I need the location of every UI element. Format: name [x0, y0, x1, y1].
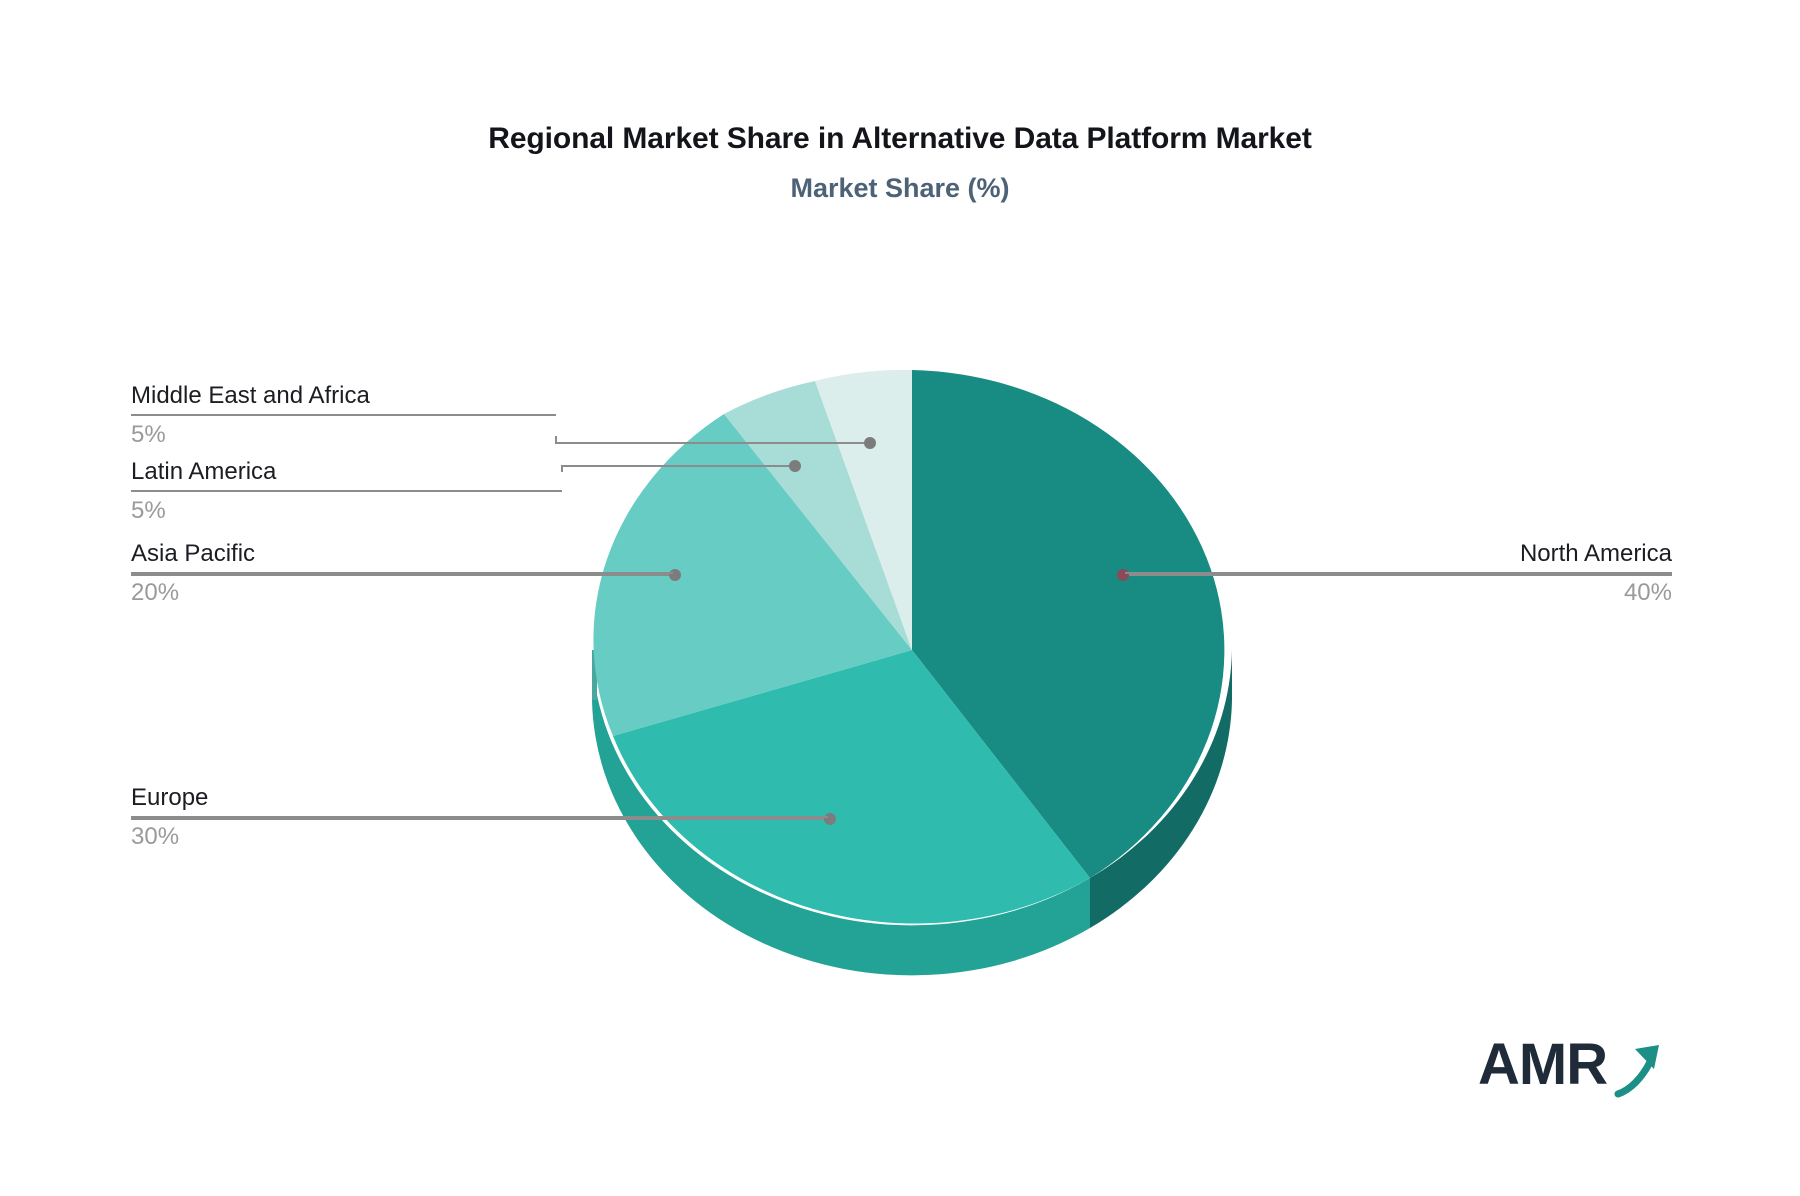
leader-line-middle-east-and-africa	[555, 436, 868, 444]
callout-asia-pacific[interactable]: Asia Pacific 20%	[131, 539, 673, 608]
leader-lines	[131, 436, 1672, 825]
callout-value-europe: 30%	[131, 823, 180, 850]
callout-value-north-america: 40%	[1623, 579, 1672, 606]
pie-wall-europe	[592, 650, 1090, 976]
callout-label-latin-america: Latin America	[131, 458, 277, 485]
callout-rule-europe	[131, 816, 828, 818]
callout-value-latin-america: 5%	[131, 497, 166, 524]
leader-dot-latin-america	[789, 460, 801, 472]
chart-title: Regional Market Share in Alternative Dat…	[488, 122, 1312, 155]
leader-dot-middle-east-and-africa	[864, 437, 876, 449]
leader-line-latin-america	[561, 465, 793, 472]
pie-slice-middle-east-and-africa[interactable]	[815, 369, 912, 650]
callout-middle-east-and-africa[interactable]: Middle East and Africa 5%	[131, 381, 556, 450]
callout-label-europe: Europe	[131, 784, 209, 811]
pie-wall-north-america	[1090, 650, 1232, 928]
callout-europe[interactable]: Europe 30%	[131, 783, 828, 852]
callout-value-middle-east-and-africa: 5%	[131, 421, 166, 448]
callout-rule-north-america	[1125, 572, 1672, 574]
pie-slice-europe[interactable]	[613, 650, 1090, 924]
callout-rule-latin-america	[131, 490, 562, 492]
callout-label-asia-pacific: Asia Pacific	[131, 540, 256, 567]
amr-logo[interactable]: AMR	[1478, 1028, 1668, 1106]
callout-north-america[interactable]: North America 40%	[1125, 539, 1672, 608]
pie-slice-latin-america[interactable]	[724, 381, 912, 650]
pie-slice-asia-pacific[interactable]	[593, 414, 912, 736]
pie-top-face	[593, 369, 1225, 924]
callout-rule-middle-east-and-africa	[131, 414, 556, 416]
callout-rule-asia-pacific	[131, 572, 673, 574]
chart-header: Regional Market Share in Alternative Dat…	[0, 120, 1800, 206]
chart-subtitle: Market Share (%)	[790, 173, 1010, 203]
amr-logo-text: AMR	[1478, 1032, 1607, 1097]
callout-label-north-america: North America	[1519, 540, 1672, 567]
growth-arrow-icon	[1614, 1045, 1659, 1098]
pie-slice-north-america[interactable]	[912, 370, 1225, 878]
callout-value-asia-pacific: 20%	[131, 579, 180, 606]
callout-latin-america[interactable]: Latin America 5%	[131, 457, 562, 526]
callout-label-middle-east-and-africa: Middle East and Africa	[131, 382, 370, 409]
